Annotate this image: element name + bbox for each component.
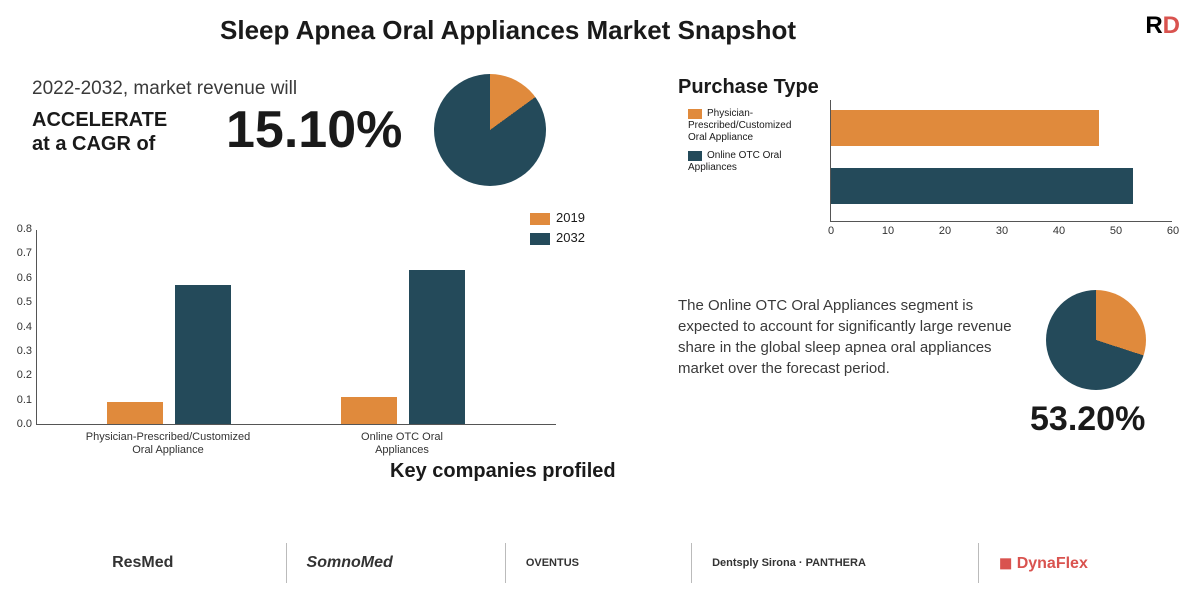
accel-line1: ACCELERATE [32, 109, 167, 131]
cagr-value: 15.10% [226, 100, 402, 160]
share-pie-chart [1046, 290, 1146, 390]
x-category-label: Physician-Prescribed/CustomizedOral Appl… [76, 431, 260, 457]
x-tick-label: 60 [1167, 225, 1179, 237]
bar [341, 397, 397, 424]
brand-logo: RD [1145, 12, 1180, 40]
x-tick-label: 10 [882, 225, 894, 237]
y-tick-label: 0.2 [8, 369, 32, 381]
page-title: Sleep Apnea Oral Appliances Market Snaps… [220, 15, 796, 46]
grouped-bar-chart: 0.00.10.20.30.40.50.60.70.8Physician-Pre… [36, 230, 596, 475]
hbar [831, 110, 1099, 146]
y-tick-label: 0.7 [8, 247, 32, 259]
company-logo: ResMed [92, 543, 193, 583]
accelerate-label: ACCELERATE at a CAGR of [32, 108, 167, 156]
x-tick-label: 30 [996, 225, 1008, 237]
company-logo: SomnoMed [286, 543, 413, 583]
y-tick-label: 0.8 [8, 223, 32, 235]
logo-r: R [1145, 12, 1162, 39]
purchase-type-title: Purchase Type [678, 76, 819, 99]
x-category-label: Online OTC OralAppliances [310, 431, 494, 457]
x-tick-label: 0 [828, 225, 834, 237]
company-logo: Dentsply Sirona · PANTHERA [691, 543, 886, 583]
bar-legend-item: 2019 [530, 210, 585, 225]
accel-line2: at a CAGR of [32, 133, 155, 155]
subtitle-text: 2022-2032, market revenue will [32, 78, 297, 100]
x-tick-label: 40 [1053, 225, 1065, 237]
bar [175, 285, 231, 424]
y-tick-label: 0.0 [8, 418, 32, 430]
bar-legend-item: 2032 [530, 230, 585, 245]
hbar-legend-item: Physician-Prescribed/CustomizedOral Appl… [688, 108, 823, 144]
hbar [831, 168, 1133, 204]
cagr-pie-chart [434, 74, 546, 186]
x-tick-label: 50 [1110, 225, 1122, 237]
y-tick-label: 0.5 [8, 296, 32, 308]
share-value: 53.20% [1030, 400, 1145, 439]
y-tick-label: 0.1 [8, 394, 32, 406]
company-logo: OVENTUS [505, 543, 599, 583]
x-tick-label: 20 [939, 225, 951, 237]
description-text: The Online OTC Oral Appliances segment i… [678, 295, 1018, 379]
company-logo: ◼ DynaFlex [978, 543, 1108, 583]
bar [107, 402, 163, 424]
hbar-plot: 0102030405060 [830, 100, 1172, 222]
logo-d: D [1163, 12, 1180, 39]
hbar-legend-item: Online OTC OralAppliances [688, 150, 823, 174]
y-tick-label: 0.4 [8, 321, 32, 333]
key-companies-title: Key companies profiled [390, 460, 616, 483]
y-tick-label: 0.6 [8, 272, 32, 284]
bar [409, 270, 465, 424]
y-tick-label: 0.3 [8, 345, 32, 357]
companies-row: ResMed SomnoMed OVENTUS Dentsply Sirona · P… [0, 543, 1200, 583]
